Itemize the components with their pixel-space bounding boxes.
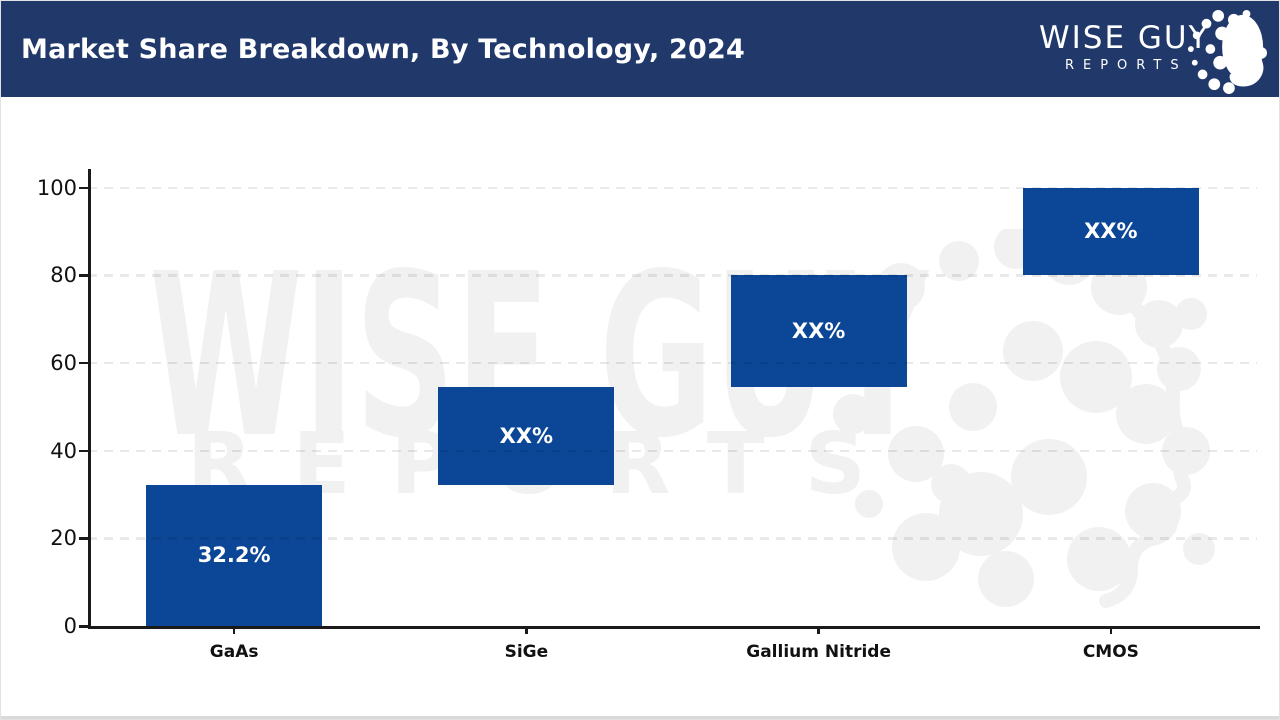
- gridline-20: [88, 537, 1257, 540]
- x-tick-mark: [817, 626, 820, 634]
- x-tick-mark: [1109, 626, 1113, 634]
- y-tick-mark: [79, 186, 89, 189]
- x-category-label: SiGe: [504, 642, 549, 662]
- x-tick-mark: [232, 626, 236, 634]
- wiseguy-logo: WISE GUY REPORTS: [1007, 5, 1267, 95]
- gridline-80: [88, 274, 1257, 277]
- y-tick-mark: [79, 625, 89, 628]
- bar-value-label: 32.2%: [197, 543, 271, 568]
- x-category-label: CMOS: [1082, 642, 1139, 662]
- x-tick-mark: [525, 626, 528, 634]
- y-tick-mark: [79, 537, 89, 540]
- bar-value-label: XX%: [499, 423, 554, 448]
- wiseguy-face-icon: [1187, 10, 1267, 94]
- y-tick-mark: [79, 449, 89, 453]
- y-tick-label: 80: [50, 263, 77, 288]
- header-bar: Market Share Breakdown, By Technology, 2…: [1, 1, 1279, 97]
- waterfall-bar-gaas: 32.2%: [146, 484, 323, 626]
- y-tick-label: 0: [63, 614, 77, 638]
- x-axis-spine: [88, 626, 1260, 629]
- chart-title: Market Share Breakdown, By Technology, 2…: [21, 33, 746, 65]
- y-tick-label: 40: [50, 438, 77, 463]
- y-tick-mark: [79, 274, 89, 277]
- logo-subtitle: REPORTS: [1064, 58, 1188, 73]
- bar-value-label: XX%: [791, 319, 846, 344]
- gridline-100: [88, 186, 1257, 189]
- waterfall-bar-gallium-nitride: XX%: [730, 275, 907, 387]
- bar-value-label: XX%: [1084, 219, 1138, 244]
- plot-area: WISE GUY REPORTS 02040608010032.2%GaAsXX…: [1, 97, 1279, 719]
- waterfall-bar-cmos: XX%: [1022, 187, 1199, 276]
- gridline-60: [88, 361, 1257, 365]
- y-tick-label: 20: [50, 526, 77, 551]
- y-tick-mark: [79, 361, 89, 365]
- y-axis-spine: [88, 169, 91, 629]
- waterfall-bar-sige: XX%: [438, 387, 615, 485]
- x-category-label: Gallium Nitride: [746, 642, 891, 662]
- x-category-label: GaAs: [209, 642, 259, 662]
- y-tick-label: 60: [50, 350, 77, 375]
- gridline-40: [88, 449, 1257, 453]
- y-tick-label: 100: [36, 175, 77, 200]
- logo-wordmark: WISE GUY: [1039, 20, 1210, 56]
